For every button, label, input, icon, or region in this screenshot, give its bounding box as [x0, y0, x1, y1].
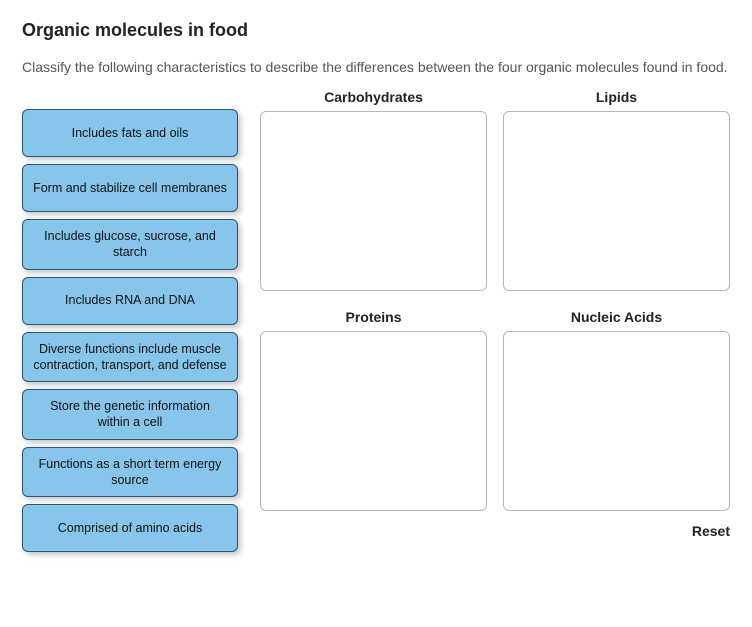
draggable-card[interactable]: Functions as a short term energy source [22, 447, 238, 498]
instructions-text: Classify the following characteristics t… [22, 59, 730, 75]
dropzone-title: Lipids [503, 89, 730, 105]
main-layout: Includes fats and oils Form and stabiliz… [22, 89, 730, 552]
dropzone-box[interactable] [260, 111, 487, 291]
dropzone-proteins: Proteins [260, 309, 487, 511]
dropzone-title: Proteins [260, 309, 487, 325]
dropzone-box[interactable] [503, 331, 730, 511]
dropzone-nucleic-acids: Nucleic Acids [503, 309, 730, 511]
dropzone-carbohydrates: Carbohydrates [260, 89, 487, 291]
dropzone-lipids: Lipids [503, 89, 730, 291]
right-column: Carbohydrates Lipids Proteins Nucleic Ac… [260, 89, 730, 539]
dropzone-box[interactable] [260, 331, 487, 511]
draggable-card[interactable]: Includes glucose, sucrose, and starch [22, 219, 238, 270]
draggable-card[interactable]: Includes RNA and DNA [22, 277, 238, 325]
draggable-cards-column: Includes fats and oils Form and stabiliz… [22, 89, 238, 552]
draggable-card[interactable]: Form and stabilize cell membranes [22, 164, 238, 212]
reset-button[interactable]: Reset [692, 523, 730, 539]
draggable-card[interactable]: Comprised of amino acids [22, 504, 238, 552]
draggable-card[interactable]: Includes fats and oils [22, 109, 238, 157]
dropzones-grid: Carbohydrates Lipids Proteins Nucleic Ac… [260, 89, 730, 511]
reset-row: Reset [260, 523, 730, 539]
dropzone-box[interactable] [503, 111, 730, 291]
draggable-card[interactable]: Diverse functions include muscle contrac… [22, 332, 238, 383]
dropzone-title: Carbohydrates [260, 89, 487, 105]
draggable-card[interactable]: Store the genetic information within a c… [22, 389, 238, 440]
dropzone-title: Nucleic Acids [503, 309, 730, 325]
page-title: Organic molecules in food [22, 20, 730, 41]
